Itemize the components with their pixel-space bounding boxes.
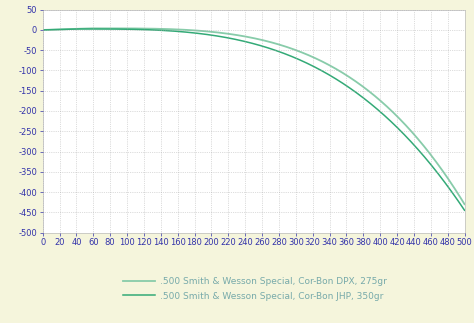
.500 Smith & Wesson Special, Cor-Bon JHP, 350gr <box>462 208 467 212</box>
.500 Smith & Wesson Special, Cor-Bon DPX, 275gr <box>40 28 46 32</box>
.500 Smith & Wesson Special, Cor-Bon JHP, 350gr <box>234 38 240 42</box>
.500 Smith & Wesson Special, Cor-Bon JHP, 350gr <box>372 105 378 109</box>
Line: .500 Smith & Wesson Special, Cor-Bon DPX, 275gr: .500 Smith & Wesson Special, Cor-Bon DPX… <box>43 28 465 204</box>
.500 Smith & Wesson Special, Cor-Bon DPX, 275gr <box>234 33 240 37</box>
.500 Smith & Wesson Special, Cor-Bon JHP, 350gr <box>449 191 455 194</box>
Line: .500 Smith & Wesson Special, Cor-Bon JHP, 350gr: .500 Smith & Wesson Special, Cor-Bon JHP… <box>43 29 465 210</box>
.500 Smith & Wesson Special, Cor-Bon JHP, 350gr <box>61 27 67 31</box>
.500 Smith & Wesson Special, Cor-Bon JHP, 350gr <box>245 40 251 44</box>
.500 Smith & Wesson Special, Cor-Bon JHP, 350gr <box>73 27 79 31</box>
.500 Smith & Wesson Special, Cor-Bon JHP, 350gr <box>40 28 46 32</box>
.500 Smith & Wesson Special, Cor-Bon DPX, 275gr <box>450 183 456 187</box>
.500 Smith & Wesson Special, Cor-Bon DPX, 275gr <box>86 26 92 30</box>
.500 Smith & Wesson Special, Cor-Bon DPX, 275gr <box>245 35 251 39</box>
.500 Smith & Wesson Special, Cor-Bon JHP, 350gr <box>450 191 456 195</box>
.500 Smith & Wesson Special, Cor-Bon DPX, 275gr <box>61 27 67 31</box>
.500 Smith & Wesson Special, Cor-Bon DPX, 275gr <box>462 202 467 206</box>
.500 Smith & Wesson Special, Cor-Bon DPX, 275gr <box>449 183 455 187</box>
Legend: .500 Smith & Wesson Special, Cor-Bon DPX, 275gr, .500 Smith & Wesson Special, Co: .500 Smith & Wesson Special, Cor-Bon DPX… <box>123 277 387 301</box>
.500 Smith & Wesson Special, Cor-Bon DPX, 275gr <box>372 94 378 98</box>
